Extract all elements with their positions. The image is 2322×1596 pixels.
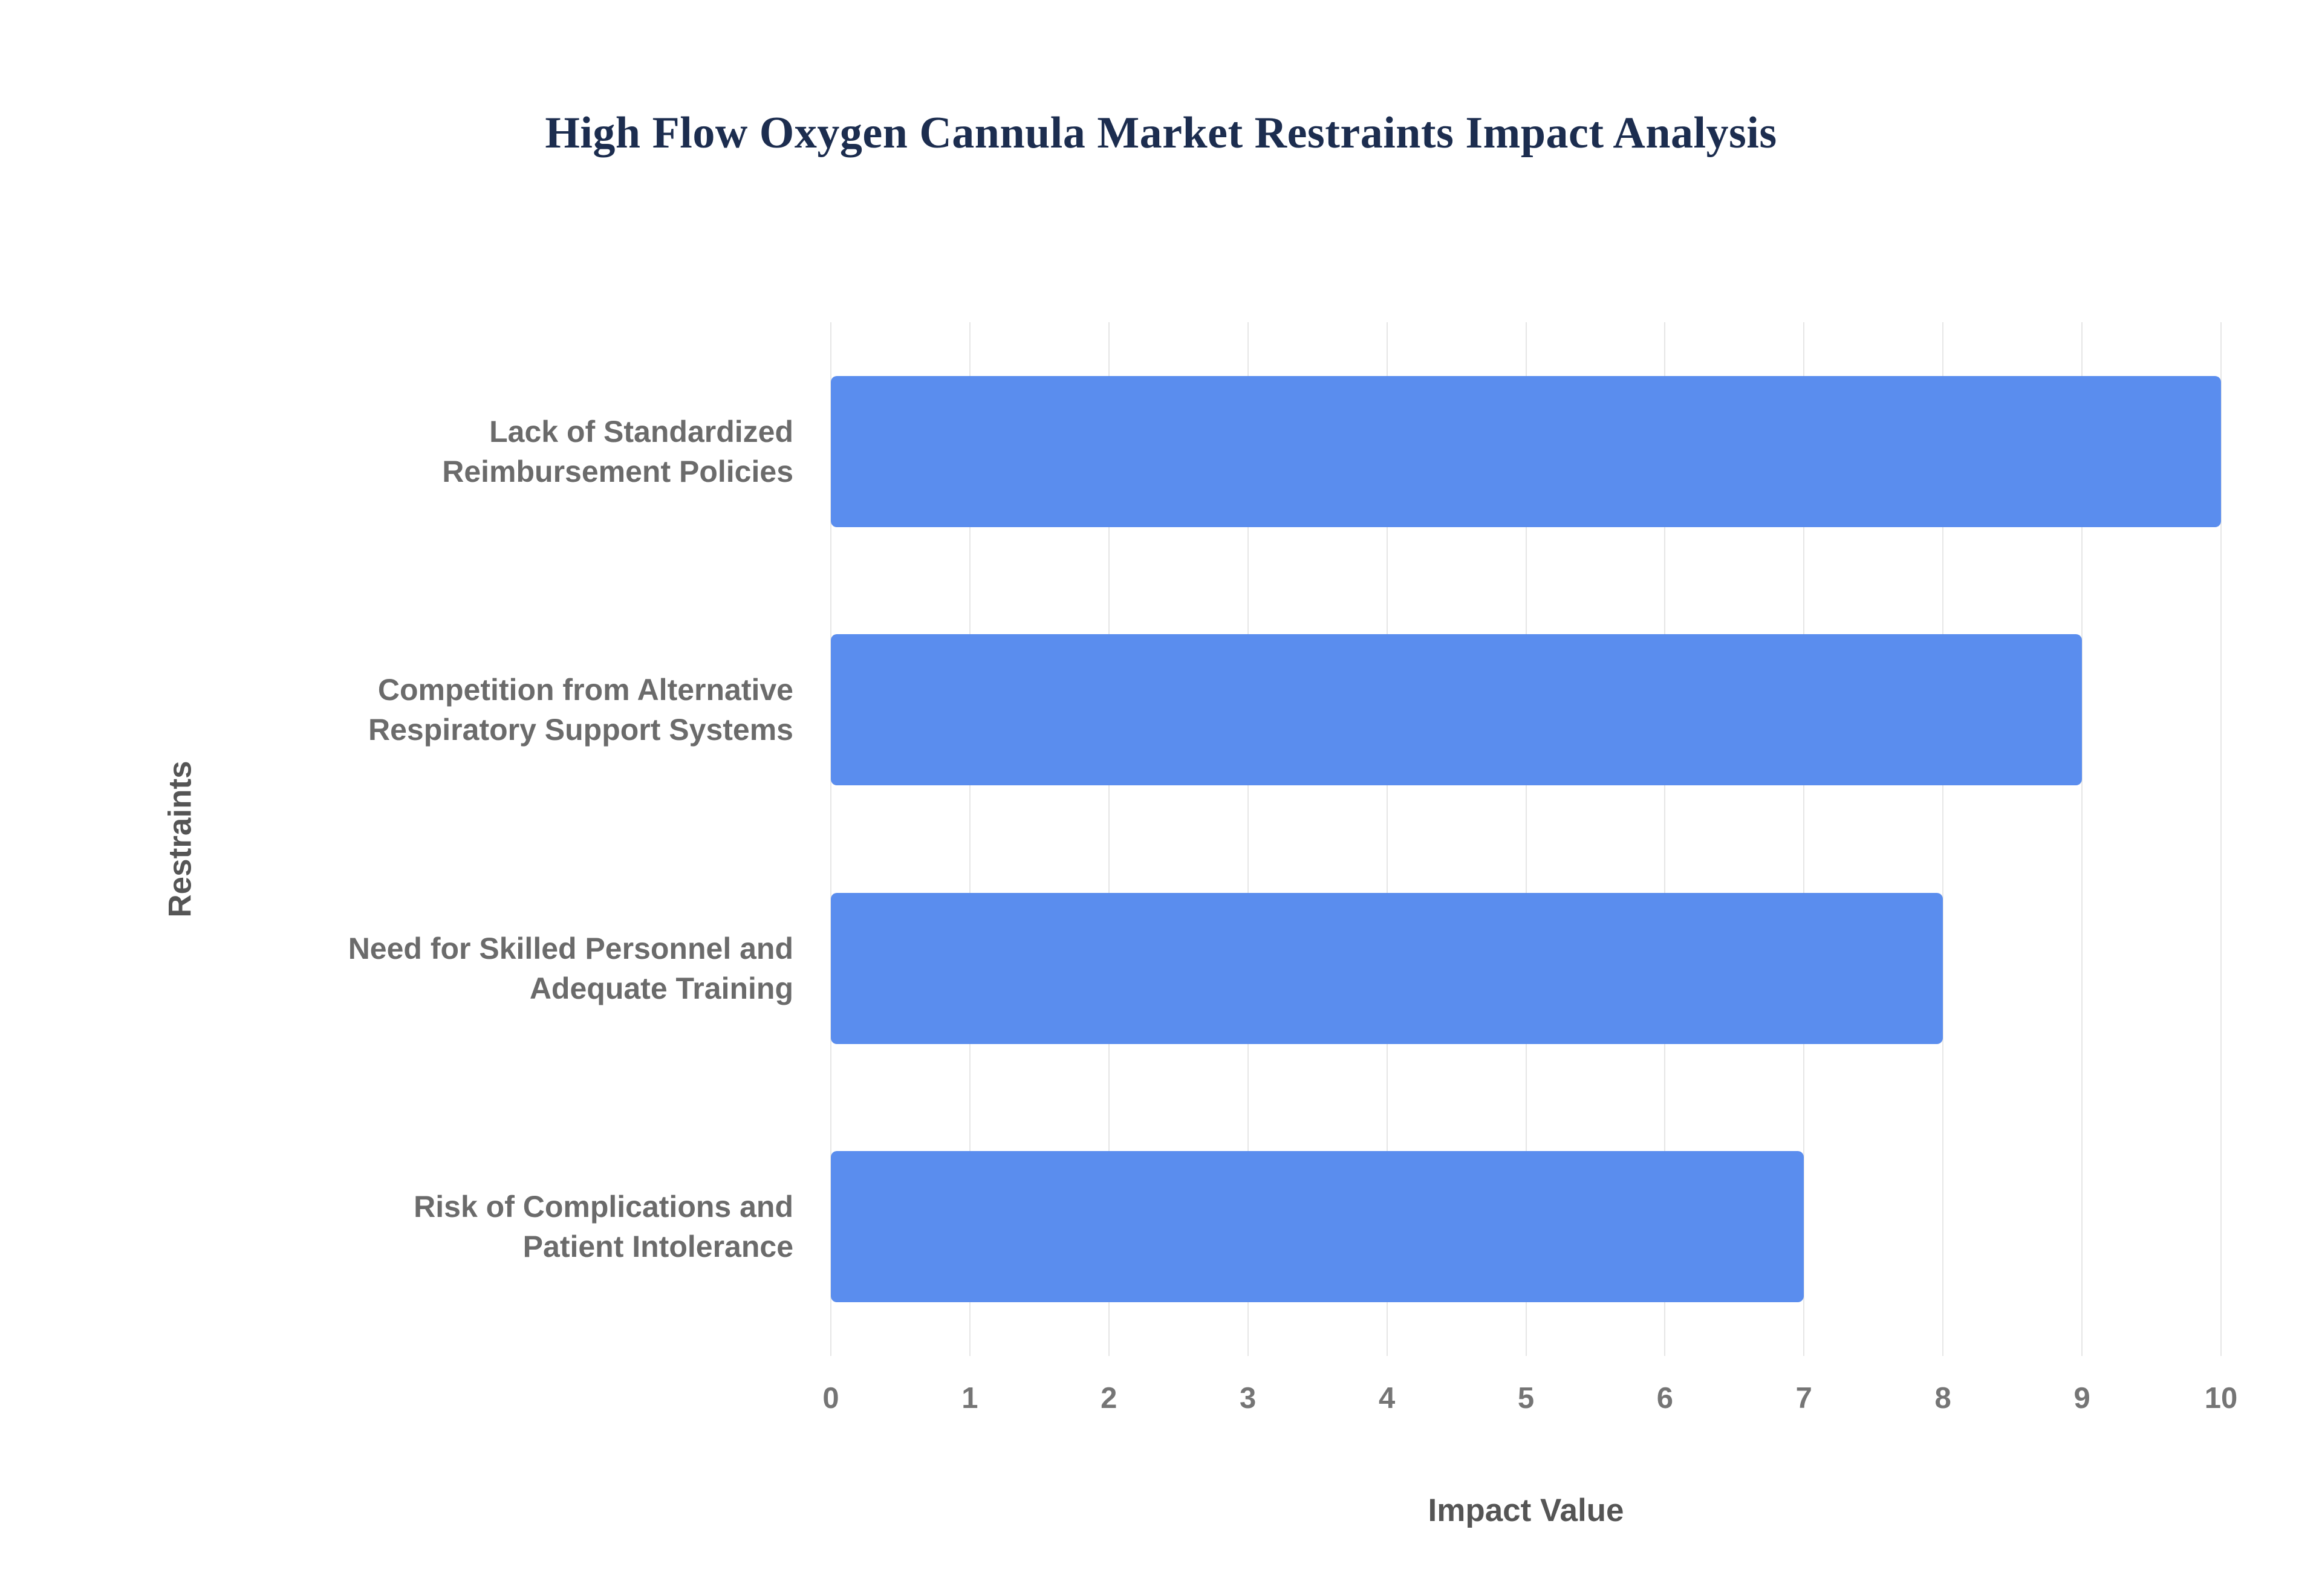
x-tick-label: 9	[2073, 1382, 2090, 1415]
category-label: Risk of Complications and Patient Intole…	[414, 1190, 793, 1264]
gridline	[1247, 322, 1249, 1356]
y-axis-labels: Lack of Standardized Reimbursement Polic…	[0, 322, 793, 1356]
x-tick-label: 2	[1101, 1382, 1117, 1415]
x-axis-tick-labels: 0 1 2 3 4 5 6 7 8 9 10	[822, 1381, 2237, 1424]
gridline	[830, 322, 831, 1356]
gridline	[2220, 322, 2222, 1356]
category-label: Need for Skilled Personnel and Adequate …	[348, 931, 793, 1005]
x-tick-label: 1	[961, 1382, 978, 1415]
gridline	[1386, 322, 1388, 1356]
x-tick-label: 6	[1656, 1382, 1674, 1415]
gridline	[1664, 322, 1666, 1356]
bar	[831, 1151, 1804, 1303]
gridline	[1803, 322, 1805, 1356]
gridline	[1942, 322, 1944, 1356]
x-tick-label: 8	[1934, 1382, 1951, 1415]
category-label: Lack of Standardized Reimbursement Polic…	[442, 414, 793, 488]
gridline	[969, 322, 971, 1356]
x-tick-label: 3	[1240, 1382, 1257, 1415]
category-label: Competition from Alternative Respiratory…	[368, 673, 793, 747]
x-tick-label: 0	[822, 1382, 839, 1415]
plot-area	[830, 322, 2222, 1356]
bar	[831, 634, 2083, 786]
chart-title: High Flow Oxygen Cannula Market Restrain…	[545, 108, 1777, 158]
bar	[831, 892, 1943, 1044]
bar	[831, 375, 2221, 527]
x-tick-label: 10	[2204, 1382, 2238, 1415]
x-tick-label: 5	[1517, 1382, 1535, 1415]
gridline	[1525, 322, 1527, 1356]
x-axis-title: Impact Value	[1428, 1493, 1624, 1528]
x-tick-label: 4	[1378, 1382, 1396, 1415]
x-tick-label: 7	[1795, 1382, 1812, 1415]
gridline	[1108, 322, 1110, 1356]
gridline	[2081, 322, 2083, 1356]
